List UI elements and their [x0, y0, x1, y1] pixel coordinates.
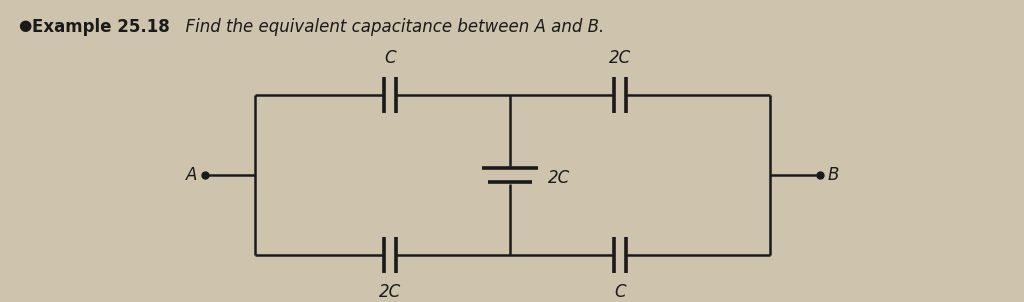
Text: C: C — [614, 283, 626, 301]
Text: 2C: 2C — [548, 169, 570, 187]
Text: 2C: 2C — [379, 283, 401, 301]
Text: ●: ● — [18, 18, 32, 33]
Text: B: B — [828, 166, 840, 184]
Text: 2C: 2C — [609, 49, 631, 67]
Text: Example 25.18: Example 25.18 — [32, 18, 170, 36]
Text: C: C — [384, 49, 396, 67]
Text: Find the equivalent capacitance between A and B.: Find the equivalent capacitance between … — [175, 18, 604, 36]
Text: A: A — [185, 166, 197, 184]
